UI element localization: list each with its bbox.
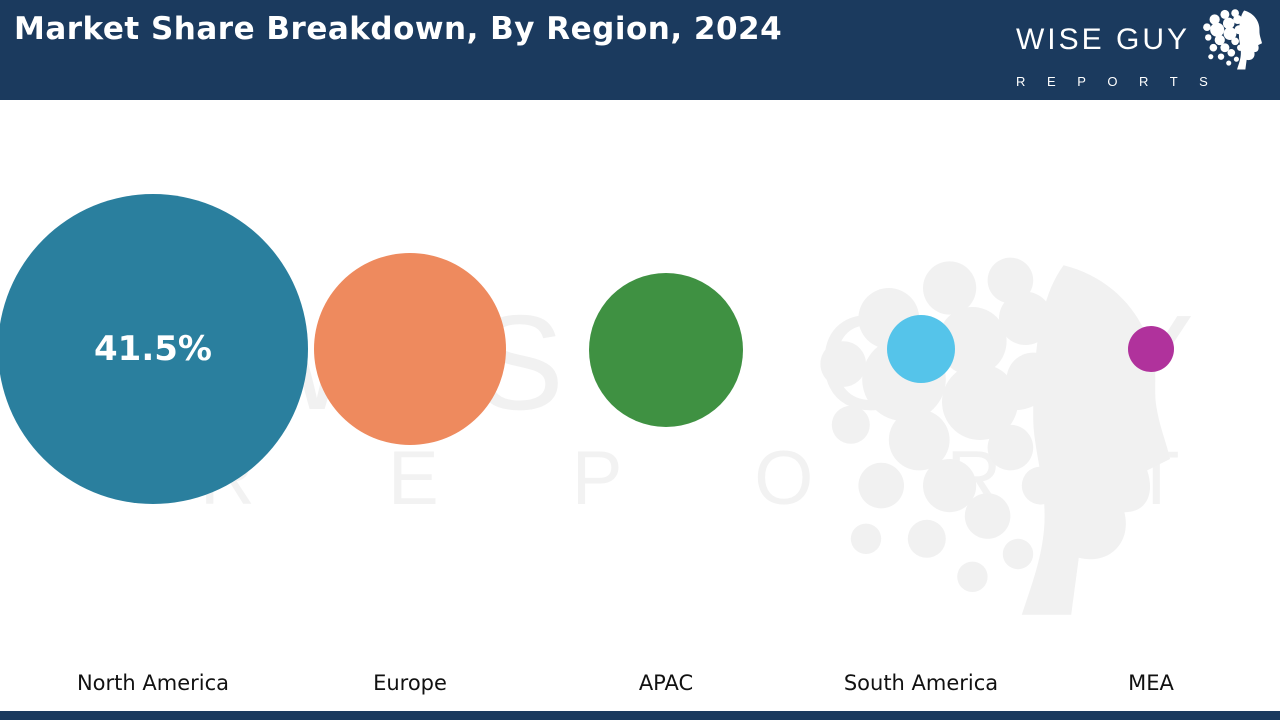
- bubble-europe: [314, 253, 506, 445]
- bubble-value-label: 41.5%: [94, 329, 212, 369]
- category-labels: North America Europe APAC South America MEA: [0, 671, 1280, 703]
- bubble-mea: [1128, 326, 1174, 372]
- header-bar: Market Share Breakdown, By Region, 2024 …: [0, 0, 1280, 100]
- bubble-south-america: [887, 315, 955, 383]
- category-label-north-america: North America: [76, 671, 230, 695]
- wise-guy-logo: WISE GUY R E P O R T S: [1016, 8, 1262, 89]
- category-label-apac: APAC: [638, 671, 694, 695]
- category-label-mea: MEA: [1128, 671, 1174, 695]
- bubble-apac: [589, 273, 743, 427]
- logo-top-row: WISE GUY: [1016, 8, 1262, 72]
- logo-text-reports: R E P O R T S: [1015, 74, 1217, 89]
- footer-bar: [0, 711, 1280, 720]
- bubble-north-america: 41.5%: [0, 194, 308, 504]
- category-label-europe: Europe: [373, 671, 447, 695]
- logo-text-wise-guy: WISE GUY: [1015, 23, 1190, 56]
- chart-title: Market Share Breakdown, By Region, 2024: [14, 11, 783, 47]
- category-label-south-america: South America: [843, 671, 999, 695]
